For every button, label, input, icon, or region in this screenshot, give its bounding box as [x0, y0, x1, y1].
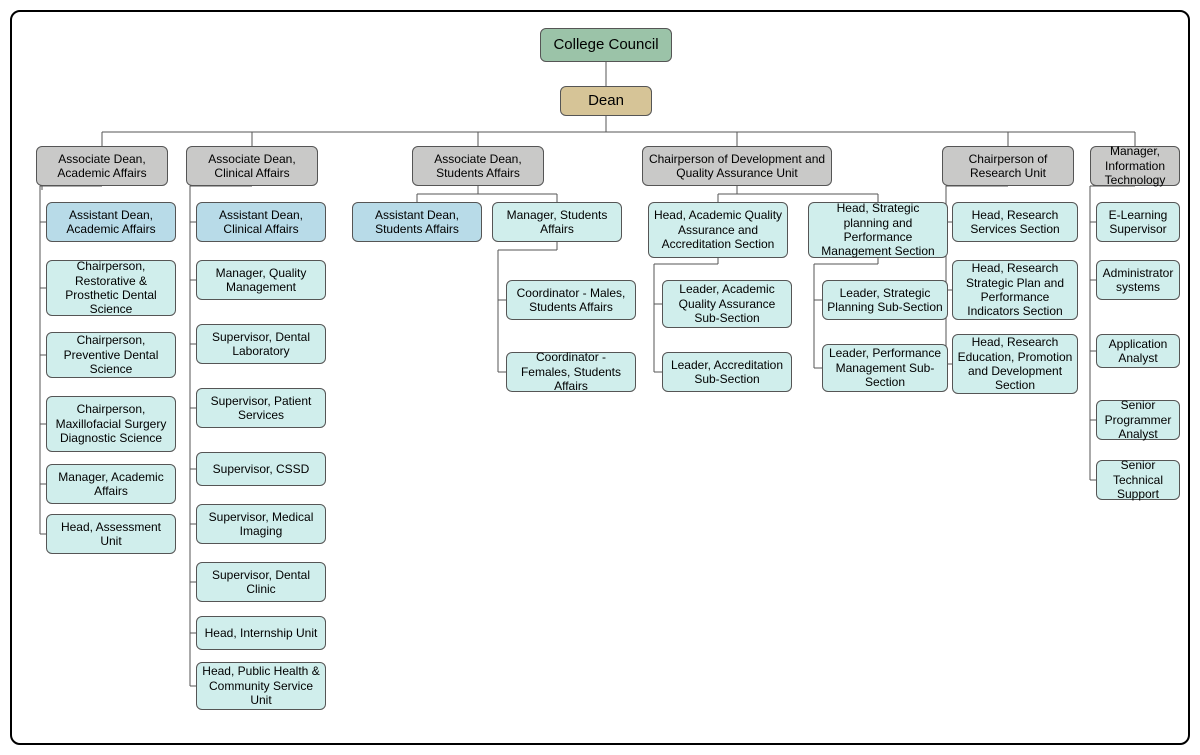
- node-asst_clin: Assistant Dean, Clinical Affairs: [196, 202, 326, 242]
- node-label: Head, Strategic planning and Performance…: [813, 201, 943, 259]
- node-label: Chairperson, Preventive Dental Science: [51, 333, 171, 376]
- node-label: Head, Internship Unit: [205, 626, 318, 640]
- node-label: Leader, Strategic Planning Sub-Section: [827, 286, 943, 315]
- node-chair_dev: Chairperson of Development and Quality A…: [642, 146, 832, 186]
- node-elearn: E-Learning Supervisor: [1096, 202, 1180, 242]
- node-lead_aqa: Leader, Academic Quality Assurance Sub-S…: [662, 280, 792, 328]
- node-label: Assistant Dean, Academic Affairs: [51, 208, 171, 237]
- node-sup_dclin: Supervisor, Dental Clinic: [196, 562, 326, 602]
- node-head_sp: Head, Strategic planning and Performance…: [808, 202, 948, 258]
- node-label: Associate Dean, Students Affairs: [417, 152, 539, 181]
- node-label: Coordinator - Females, Students Affairs: [511, 350, 631, 393]
- node-label: Administrator systems: [1101, 266, 1175, 295]
- node-mgr_qm: Manager, Quality Management: [196, 260, 326, 300]
- node-label: Dean: [588, 92, 624, 110]
- node-chair_res: Chairperson of Research Unit: [942, 146, 1074, 186]
- node-lead_sp: Leader, Strategic Planning Sub-Section: [822, 280, 948, 320]
- node-ad_stud: Associate Dean, Students Affairs: [412, 146, 544, 186]
- node-head_red: Head, Research Education, Promotion and …: [952, 334, 1078, 394]
- node-label: Head, Research Services Section: [957, 208, 1073, 237]
- node-label: Head, Public Health & Community Service …: [201, 664, 321, 707]
- node-head_intern: Head, Internship Unit: [196, 616, 326, 650]
- node-label: Head, Academic Quality Assurance and Acc…: [653, 208, 783, 251]
- node-label: Supervisor, CSSD: [213, 462, 310, 476]
- node-admin_sys: Administrator systems: [1096, 260, 1180, 300]
- node-asst_acad: Assistant Dean, Academic Affairs: [46, 202, 176, 242]
- node-label: Supervisor, Dental Clinic: [201, 568, 321, 597]
- node-label: Chairperson, Maxillofacial Surgery Diagn…: [51, 402, 171, 445]
- node-label: Assistant Dean, Students Affairs: [357, 208, 477, 237]
- org-chart-frame: College Council Dean Associate Dean, Acade…: [10, 10, 1190, 745]
- node-label: Head, Research Strategic Plan and Perfor…: [957, 261, 1073, 319]
- node-label: Leader, Accreditation Sub-Section: [667, 358, 787, 387]
- node-label: Associate Dean, Clinical Affairs: [191, 152, 313, 181]
- node-label: College Council: [553, 36, 658, 54]
- node-cp_rest: Chairperson, Restorative & Prosthetic De…: [46, 260, 176, 316]
- node-label: Associate Dean, Academic Affairs: [41, 152, 163, 181]
- node-sr_prog: Senior Programmer Analyst: [1096, 400, 1180, 440]
- node-head_pubh: Head, Public Health & Community Service …: [196, 662, 326, 710]
- node-ad_clin: Associate Dean, Clinical Affairs: [186, 146, 318, 186]
- node-coord_m: Coordinator - Males, Students Affairs: [506, 280, 636, 320]
- node-label: Leader, Performance Management Sub-Secti…: [827, 346, 943, 389]
- node-label: Senior Technical Support: [1101, 458, 1175, 501]
- node-sup_lab: Supervisor, Dental Laboratory: [196, 324, 326, 364]
- node-label: Manager, Quality Management: [201, 266, 321, 295]
- node-ad_acad: Associate Dean, Academic Affairs: [36, 146, 168, 186]
- node-head_rs: Head, Research Services Section: [952, 202, 1078, 242]
- node-head_rsp: Head, Research Strategic Plan and Perfor…: [952, 260, 1078, 320]
- node-lead_pm: Leader, Performance Management Sub-Secti…: [822, 344, 948, 392]
- node-label: Manager, Information Technology: [1095, 144, 1175, 187]
- node-sup_pat: Supervisor, Patient Services: [196, 388, 326, 428]
- node-label: Manager, Academic Affairs: [51, 470, 171, 499]
- node-label: Supervisor, Dental Laboratory: [201, 330, 321, 359]
- node-sr_tech: Senior Technical Support: [1096, 460, 1180, 500]
- node-label: Chairperson of Development and Quality A…: [647, 152, 827, 181]
- node-asst_stud: Assistant Dean, Students Affairs: [352, 202, 482, 242]
- node-label: Supervisor, Patient Services: [201, 394, 321, 423]
- node-label: E-Learning Supervisor: [1101, 208, 1175, 237]
- node-label: Head, Assessment Unit: [51, 520, 171, 549]
- node-label: Chairperson of Research Unit: [947, 152, 1069, 181]
- node-cp_prev: Chairperson, Preventive Dental Science: [46, 332, 176, 378]
- node-label: Application Analyst: [1101, 337, 1175, 366]
- node-head_assess: Head, Assessment Unit: [46, 514, 176, 554]
- node-label: Leader, Academic Quality Assurance Sub-S…: [667, 282, 787, 325]
- node-label: Manager, Students Affairs: [497, 208, 617, 237]
- node-mgr_stud: Manager, Students Affairs: [492, 202, 622, 242]
- node-mgr_acad: Manager, Academic Affairs: [46, 464, 176, 504]
- node-cp_maxi: Chairperson, Maxillofacial Surgery Diagn…: [46, 396, 176, 452]
- node-label: Assistant Dean, Clinical Affairs: [201, 208, 321, 237]
- node-label: Chairperson, Restorative & Prosthetic De…: [51, 259, 171, 317]
- node-coord_f: Coordinator - Females, Students Affairs: [506, 352, 636, 392]
- node-sup_img: Supervisor, Medical Imaging: [196, 504, 326, 544]
- node-app_an: Application Analyst: [1096, 334, 1180, 368]
- node-label: Senior Programmer Analyst: [1101, 398, 1175, 441]
- node-label: Supervisor, Medical Imaging: [201, 510, 321, 539]
- node-council: College Council: [540, 28, 672, 62]
- node-sup_cssd: Supervisor, CSSD: [196, 452, 326, 486]
- node-mgr_it: Manager, Information Technology: [1090, 146, 1180, 186]
- node-label: Head, Research Education, Promotion and …: [957, 335, 1073, 393]
- node-label: Coordinator - Males, Students Affairs: [511, 286, 631, 315]
- node-lead_accr: Leader, Accreditation Sub-Section: [662, 352, 792, 392]
- node-dean: Dean: [560, 86, 652, 116]
- node-head_aqa: Head, Academic Quality Assurance and Acc…: [648, 202, 788, 258]
